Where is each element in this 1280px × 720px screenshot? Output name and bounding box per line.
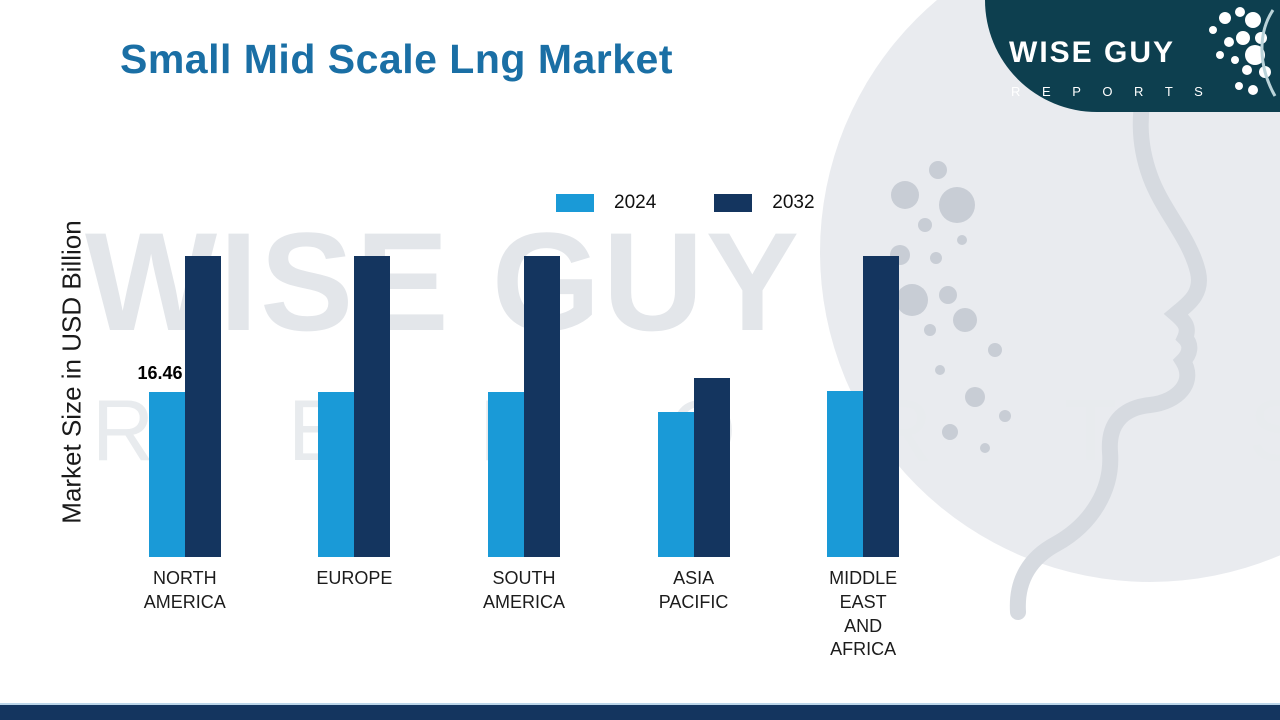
x-axis-label: EUROPE bbox=[316, 568, 393, 588]
x-axis-label: ASIA PACIFIC bbox=[658, 568, 729, 612]
x-axis-label: SOUTH AMERICA bbox=[482, 568, 565, 612]
bottom-accent-line bbox=[0, 703, 1280, 705]
bar-2024 bbox=[148, 392, 185, 557]
x-axis-label: NORTH AMERICA bbox=[143, 568, 226, 612]
bar-group: 16.46 bbox=[100, 247, 270, 557]
logo-wiseguy-text: WISE GUY bbox=[1009, 36, 1176, 69]
logo-face-icon bbox=[1209, 7, 1277, 97]
bar-group bbox=[270, 247, 440, 557]
x-labels: NORTH AMERICA EUROPE SOUTH AMERICA ASIA PAC… bbox=[100, 567, 948, 662]
legend-swatch-2032 bbox=[714, 194, 753, 212]
bar-2024 bbox=[657, 412, 694, 557]
bottom-strip bbox=[0, 705, 1280, 720]
bar-2032 bbox=[693, 378, 730, 557]
bar-value-label: 16.46 bbox=[137, 363, 183, 383]
bar-2032 bbox=[354, 256, 391, 557]
bar-2024 bbox=[487, 392, 524, 557]
bar-2024 bbox=[318, 392, 355, 557]
legend-label-2032: 2032 bbox=[772, 192, 815, 213]
bar-groups: 16.46 bbox=[100, 247, 948, 557]
bar-group bbox=[778, 247, 948, 557]
bar-2024 bbox=[827, 391, 864, 557]
legend-swatch-2024 bbox=[556, 194, 594, 212]
wise-guy-reports-logo: WISE GUY R E P O R T S bbox=[985, 0, 1280, 112]
y-axis-title: Market Size in USD Billion bbox=[56, 220, 87, 524]
bar-group bbox=[439, 247, 609, 557]
bar-2032 bbox=[863, 256, 900, 557]
legend-item-2024: 2024 bbox=[556, 192, 656, 214]
x-axis-label: MIDDLE EAST AND AFRICA bbox=[829, 568, 898, 660]
bar-2032 bbox=[184, 256, 221, 557]
bar-2032 bbox=[523, 256, 560, 557]
chart-title: Small Mid Scale Lng Market bbox=[120, 36, 673, 82]
legend-item-2032: 2032 bbox=[714, 192, 815, 214]
legend: 2024 2032 bbox=[556, 192, 815, 214]
bar-group bbox=[609, 247, 779, 557]
logo-reports-text: R E P O R T S bbox=[1011, 84, 1212, 99]
legend-label-2024: 2024 bbox=[614, 192, 657, 213]
